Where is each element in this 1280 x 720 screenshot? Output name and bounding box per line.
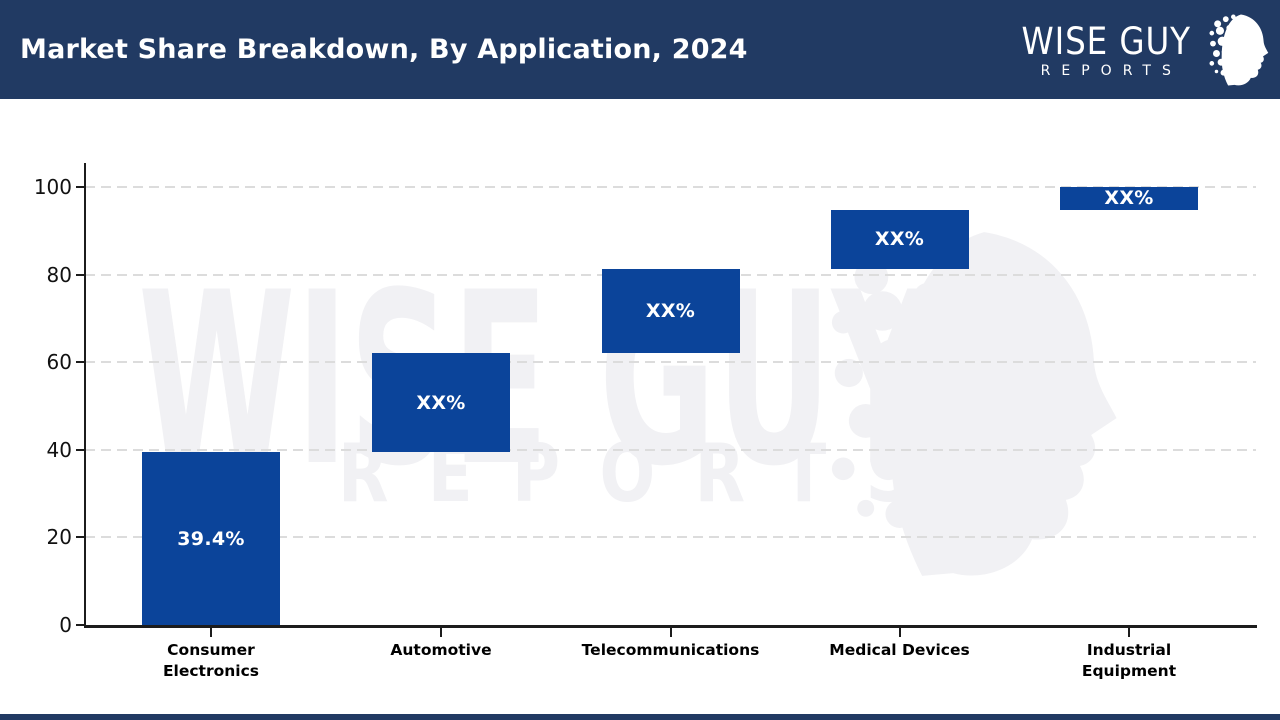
y-axis-tick (76, 448, 85, 451)
y-axis-tick-label: 60 (46, 350, 72, 375)
x-axis-tick (210, 628, 212, 637)
y-axis-tick (76, 536, 85, 539)
gridline-60 (85, 361, 1256, 364)
x-axis-spine (84, 625, 1257, 628)
y-axis-tick-label: 100 (33, 175, 72, 199)
x-axis-tick (1128, 628, 1130, 637)
y-axis-tick-label: 20 (46, 525, 72, 550)
brand-wordmark: WISE GUY REPORTS (1010, 23, 1202, 78)
brand-logo: WISE GUY REPORTS (1010, 4, 1270, 96)
chart-title: Market Share Breakdown, By Application, … (20, 34, 748, 65)
y-axis-spine (84, 163, 86, 627)
x-axis-label-automotive: Automotive (390, 641, 492, 659)
x-axis-label-industrial-equipment: Industrial Equipment (1081, 641, 1177, 680)
x-axis-tick (669, 628, 672, 637)
gridline-100 (85, 186, 1256, 188)
bar-value-label: XX% (1104, 187, 1154, 210)
x-axis-label-medical-devices: Medical Devices (829, 641, 970, 659)
x-axis-label-telecommunications: Telecommunications (581, 641, 760, 659)
bar-telecommunications: XX% (601, 268, 740, 353)
y-axis-tick-label: 80 (46, 262, 72, 287)
bar-value-label: 39.4% (177, 527, 245, 550)
y-axis-tick-label: 0 (59, 613, 72, 637)
bar-value-label: XX% (645, 299, 696, 322)
bar-value-label: XX% (416, 391, 466, 414)
bar-industrial-equipment: XX% (1060, 187, 1198, 210)
y-axis-tick (76, 273, 85, 276)
logo-wiseguy-text: WISE GUY (1021, 19, 1191, 63)
gridline-20 (85, 536, 1256, 539)
x-axis-label-consumer-electronics: Consumer Electronics (162, 641, 260, 680)
x-axis-tick (440, 628, 442, 637)
y-axis-tick (76, 186, 85, 188)
dotted-head-profile-icon (1209, 14, 1269, 86)
bar-automotive: XX% (372, 353, 510, 453)
bar-value-label: XX% (874, 228, 925, 251)
y-axis-tick (76, 624, 85, 626)
y-axis-tick-label: 40 (46, 437, 72, 462)
bar-medical-devices: XX% (830, 209, 969, 269)
header-bar: Market Share Breakdown, By Application, … (0, 0, 1280, 99)
y-axis-tick (76, 361, 85, 364)
footer-bar (0, 714, 1280, 720)
x-axis-tick (898, 628, 901, 637)
gridline-40 (85, 448, 1256, 451)
logo-reports-text: REPORTS (1040, 62, 1182, 79)
bar-consumer-electronics: 39.4% (142, 452, 280, 625)
